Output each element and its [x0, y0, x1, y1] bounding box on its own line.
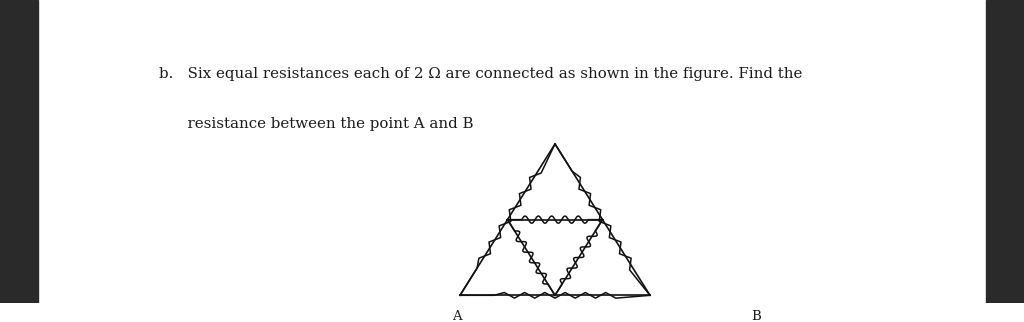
Text: resistance between the point A and B: resistance between the point A and B: [159, 117, 473, 131]
Text: b.   Six equal resistances each of 2 Ω are connected as shown in the figure. Fin: b. Six equal resistances each of 2 Ω are…: [159, 67, 802, 80]
Text: B: B: [752, 310, 761, 322]
Bar: [986, 0, 1024, 303]
Bar: [0, 0, 38, 303]
Text: A: A: [453, 310, 462, 322]
